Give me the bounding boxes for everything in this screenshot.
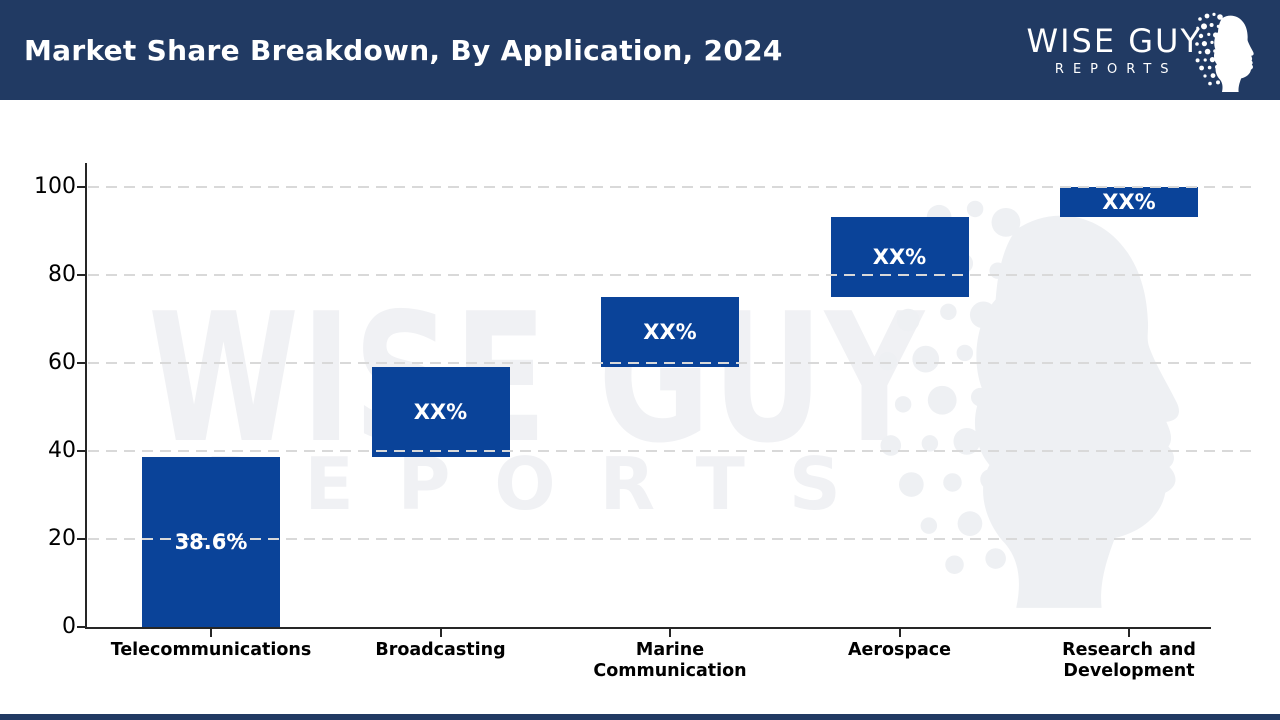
chart-area: WISE GUY REPORTS 0 20 40 60 80 100 38.6% Teleco… — [0, 100, 1280, 714]
x-axis-tick — [439, 629, 442, 637]
bar-value-label: 38.6% — [174, 530, 248, 555]
y-tick-label: 100 — [34, 174, 76, 199]
y-axis-tick — [77, 362, 86, 364]
gridline — [88, 186, 1258, 188]
y-tick-label: 40 — [48, 438, 76, 463]
x-category-label: Aerospace — [847, 640, 952, 660]
brand-wordmark-line1: WISE GUY — [1026, 21, 1202, 60]
y-axis-tick — [77, 186, 86, 188]
y-axis-line — [85, 163, 87, 629]
x-axis-tick — [669, 629, 671, 637]
x-category-label: Telecommunications — [110, 640, 312, 660]
gridline — [88, 538, 1258, 540]
page-title: Market Share Breakdown, By Application, … — [24, 33, 783, 67]
plot-area: 0 20 40 60 80 100 38.6% Telecommunications XX% Br… — [0, 100, 1280, 714]
bar-segment — [142, 457, 280, 627]
y-axis-tick — [77, 450, 86, 452]
gridline — [88, 274, 1258, 276]
x-axis-tick — [1128, 629, 1130, 637]
x-axis-tick — [210, 629, 212, 637]
footer-bar — [0, 714, 1280, 720]
y-axis-tick — [77, 274, 86, 276]
brand-wordmark: WISE GUY REPORTS — [1026, 25, 1202, 76]
x-axis-line — [85, 627, 1211, 629]
y-tick-label: 20 — [48, 526, 76, 551]
brand-logo: WISE GUY REPORTS — [1026, 8, 1256, 92]
brand-wordmark-line2: REPORTS — [1054, 61, 1178, 77]
bar-value-label: XX% — [643, 319, 697, 344]
header: Market Share Breakdown, By Application, … — [0, 0, 1280, 100]
x-category-label: Marine Communication — [593, 640, 747, 681]
x-category-label: Research and Development — [1062, 640, 1196, 681]
bar-segment — [601, 297, 739, 367]
bar-segment — [371, 366, 510, 458]
y-tick-label: 60 — [48, 350, 76, 375]
y-axis-tick — [77, 538, 86, 540]
y-tick-label: 0 — [62, 614, 76, 639]
y-axis-tick — [77, 626, 86, 628]
gridline — [88, 362, 1258, 364]
gridline — [88, 450, 1258, 452]
bar-value-label: XX% — [413, 400, 468, 425]
bar-value-label: XX% — [1102, 189, 1156, 214]
bar-value-label: XX% — [872, 244, 927, 269]
y-tick-label: 80 — [48, 262, 76, 287]
x-category-label: Broadcasting — [375, 640, 506, 660]
x-axis-tick — [898, 629, 901, 637]
